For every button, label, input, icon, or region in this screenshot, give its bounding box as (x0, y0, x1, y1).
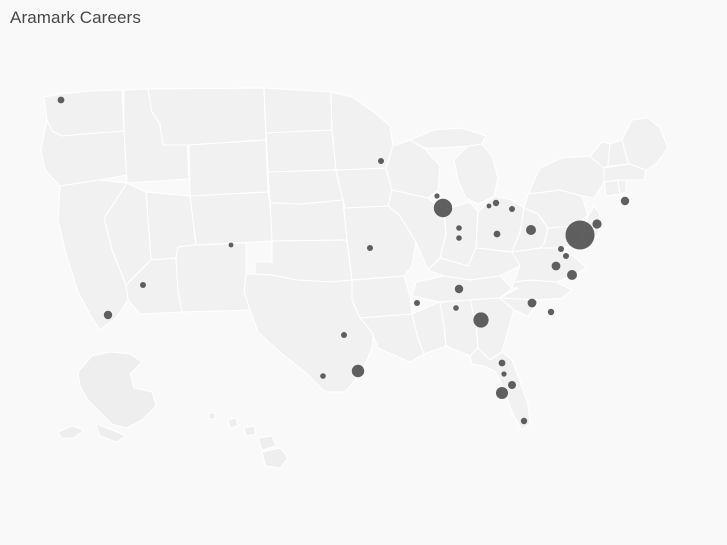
bubble-marker-layer[interactable]: Philadelphia Chicago Atlanta Houston Tampa Pi… (57, 96, 630, 425)
state-wyoming (188, 139, 269, 197)
bubble-marker[interactable]: Cleveland (509, 206, 515, 212)
state-connecticut (603, 179, 621, 197)
bubble-marker[interactable]: Charlotte (527, 298, 537, 308)
bubble-marker[interactable]: Chicago (433, 198, 453, 218)
bubble-marker[interactable]: Seattle (57, 96, 65, 104)
bubble-marker[interactable]: Boston (620, 196, 630, 206)
bubble-marker[interactable]: Milwaukee (434, 193, 440, 199)
state-washington (43, 89, 125, 137)
page-title: Aramark Careers (10, 8, 141, 27)
state-south-dakota (265, 129, 337, 173)
bubble-marker[interactable]: Miami (520, 417, 528, 425)
bubble-marker[interactable]: Detroit (492, 199, 500, 207)
state-montana (147, 87, 267, 146)
bubble-marker[interactable]: Tampa (496, 387, 508, 399)
state-michigan-up (409, 127, 487, 149)
bubble-marker[interactable]: Baltimore (558, 246, 564, 252)
bubble-marker[interactable]: Los Angeles (103, 310, 113, 320)
state-minnesota (330, 91, 394, 171)
bubble-marker[interactable]: San Antonio (320, 373, 326, 379)
bubble-marker[interactable]: Richmond (563, 253, 569, 259)
inset-hawaii (207, 411, 277, 451)
bubble-marker[interactable]: Dallas (341, 332, 347, 338)
bubble-marker[interactable]: Orlando (508, 381, 516, 389)
state-north-carolina (499, 279, 573, 301)
inset-aleutians (57, 425, 85, 439)
bubble-marker[interactable]: Indianapolis (456, 225, 462, 231)
bubble-marker[interactable]: Raleigh (547, 308, 555, 316)
bubble-marker[interactable]: Grand Rapids (486, 203, 492, 209)
bubble-marker[interactable]: Jacksonville (498, 359, 506, 367)
bubble-marker[interactable]: Gainesville (501, 371, 507, 377)
bubble-marker[interactable]: Bloomington (456, 235, 462, 241)
state-michigan (453, 143, 499, 205)
state-colorado (189, 191, 273, 246)
bubble-marker[interactable]: Kansas City (367, 245, 373, 251)
state-arkansas (351, 275, 413, 319)
state-nebraska (267, 169, 344, 205)
state-kentucky (427, 247, 521, 281)
state-california (57, 179, 129, 331)
bubble-marker[interactable]: Minneapolis (378, 158, 384, 164)
bubble-marker[interactable]: New York (592, 219, 602, 229)
state-iowa (335, 167, 393, 209)
state-maine (621, 117, 669, 171)
inset-alaska (77, 351, 157, 443)
inset-hawaii-big-island (261, 447, 289, 469)
state-wisconsin (385, 139, 441, 199)
state-new-mexico (175, 242, 251, 313)
state-north-dakota (263, 87, 333, 134)
state-florida (469, 347, 531, 431)
bubble-marker[interactable]: Washington DC (551, 261, 561, 271)
bubble-marker[interactable]: Las Vegas (140, 282, 146, 288)
bubble-marker[interactable]: Nashville (454, 284, 464, 294)
bubble-marker[interactable]: Philadelphia (565, 220, 595, 250)
bubble-marker[interactable]: Houston (351, 364, 365, 378)
bubble-marker[interactable]: Atlanta (473, 312, 489, 328)
bubble-marker[interactable]: Memphis (414, 300, 420, 306)
state-missouri (342, 199, 417, 281)
state-rhode-island (617, 179, 627, 195)
bubble-marker[interactable]: Denver (228, 242, 234, 248)
state-kansas (269, 199, 348, 242)
bubble-marker[interactable]: Norfolk (567, 270, 577, 280)
bubble-marker[interactable]: Columbus (493, 230, 501, 238)
bubble-marker[interactable]: Pittsburgh (526, 225, 536, 235)
bubble-marker[interactable]: Birmingham (453, 305, 459, 311)
state-new-york (527, 155, 609, 199)
